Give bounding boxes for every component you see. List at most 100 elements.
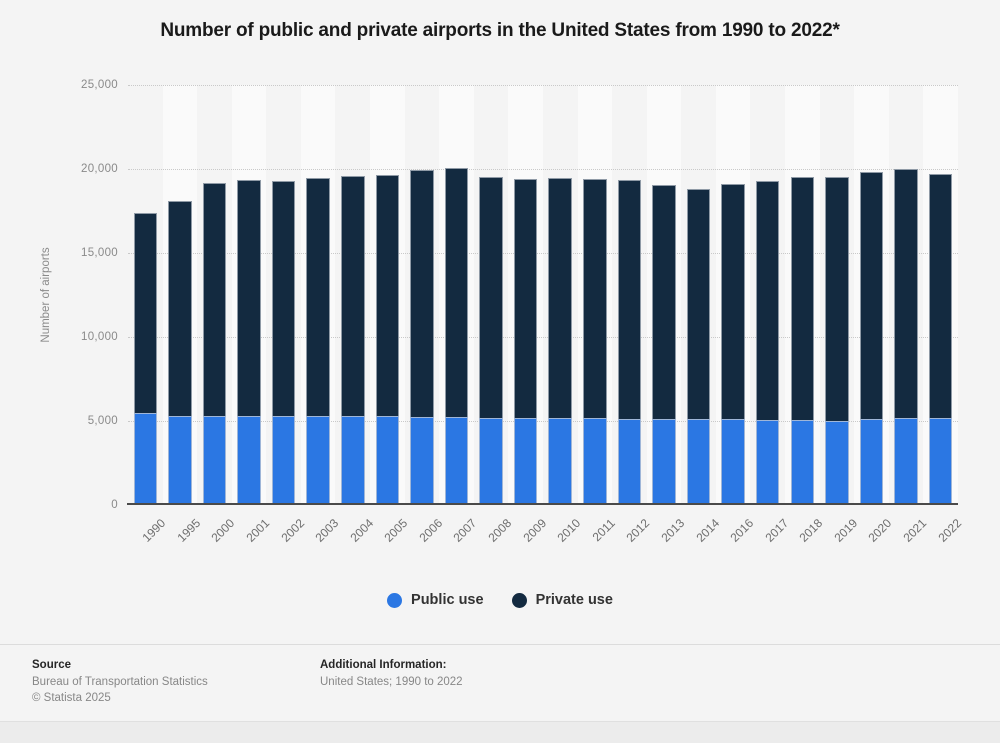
- bar-segment-public-use[interactable]: [133, 412, 158, 505]
- bar-segment-public-use[interactable]: [444, 417, 469, 505]
- bar-segment-public-use[interactable]: [306, 416, 330, 505]
- stacked-bar[interactable]: [306, 178, 330, 505]
- bar-segment-private-use[interactable]: [410, 170, 434, 418]
- bar-column[interactable]: [543, 85, 578, 505]
- bar-column[interactable]: [681, 85, 716, 505]
- bar-segment-public-use[interactable]: [617, 418, 642, 505]
- bar-column[interactable]: [335, 85, 370, 505]
- bar-segment-private-use[interactable]: [375, 175, 400, 417]
- bar-segment-private-use[interactable]: [306, 178, 330, 417]
- stacked-bar[interactable]: [133, 213, 158, 505]
- bar-column[interactable]: [785, 85, 820, 505]
- stacked-bar[interactable]: [237, 180, 261, 505]
- stacked-bar[interactable]: [652, 185, 676, 505]
- bar-segment-private-use[interactable]: [583, 179, 607, 419]
- bar-column[interactable]: [439, 85, 474, 505]
- bar-column[interactable]: [163, 85, 198, 505]
- bar-segment-public-use[interactable]: [859, 419, 884, 505]
- bar-segment-private-use[interactable]: [894, 169, 918, 418]
- bar-column[interactable]: [232, 85, 267, 505]
- bar-segment-public-use[interactable]: [790, 420, 815, 505]
- x-tick: 2010: [543, 510, 584, 580]
- bar-segment-private-use[interactable]: [444, 168, 469, 418]
- bar-segment-public-use[interactable]: [548, 418, 572, 505]
- bar-column[interactable]: [508, 85, 543, 505]
- bar-segment-private-use[interactable]: [686, 188, 711, 419]
- bar-segment-public-use[interactable]: [271, 416, 296, 505]
- bar-segment-private-use[interactable]: [479, 177, 503, 418]
- stacked-bar[interactable]: [825, 176, 849, 505]
- stacked-bar[interactable]: [202, 182, 227, 505]
- stacked-bar[interactable]: [859, 172, 884, 505]
- bar-segment-public-use[interactable]: [341, 416, 365, 505]
- bar-segment-public-use[interactable]: [375, 416, 400, 505]
- bar-segment-private-use[interactable]: [513, 179, 538, 419]
- bar-column[interactable]: [750, 85, 785, 505]
- bar-segment-public-use[interactable]: [513, 418, 538, 505]
- bar-segment-public-use[interactable]: [686, 418, 711, 505]
- bar-column[interactable]: [889, 85, 924, 505]
- bar-column[interactable]: [370, 85, 405, 505]
- bar-segment-public-use[interactable]: [652, 418, 676, 505]
- bar-column[interactable]: [854, 85, 889, 505]
- bar-column[interactable]: [716, 85, 751, 505]
- legend-item[interactable]: Private use: [511, 592, 613, 608]
- stacked-bar[interactable]: [513, 179, 538, 505]
- stacked-bar[interactable]: [444, 168, 469, 505]
- stacked-bar[interactable]: [617, 180, 642, 505]
- bar-segment-private-use[interactable]: [790, 176, 815, 420]
- bar-segment-public-use[interactable]: [479, 417, 503, 505]
- stacked-bar[interactable]: [341, 175, 365, 505]
- bar-segment-public-use[interactable]: [202, 415, 227, 505]
- bar-segment-public-use[interactable]: [825, 420, 849, 505]
- bar-segment-private-use[interactable]: [928, 174, 953, 418]
- x-tick: 2016: [716, 510, 757, 580]
- bar-segment-private-use[interactable]: [237, 180, 261, 416]
- bar-segment-public-use[interactable]: [410, 417, 434, 505]
- legend-item[interactable]: Public use: [387, 592, 484, 608]
- bar-segment-public-use[interactable]: [583, 418, 607, 505]
- stacked-bar[interactable]: [790, 176, 815, 505]
- bar-column[interactable]: [197, 85, 232, 505]
- bar-segment-public-use[interactable]: [755, 419, 780, 505]
- stacked-bar[interactable]: [271, 180, 296, 505]
- stacked-bar[interactable]: [375, 175, 400, 505]
- bar-segment-private-use[interactable]: [133, 213, 158, 413]
- stacked-bar[interactable]: [583, 179, 607, 505]
- bar-segment-public-use[interactable]: [237, 415, 261, 505]
- stacked-bar[interactable]: [755, 180, 780, 505]
- bar-segment-public-use[interactable]: [894, 417, 918, 505]
- bar-segment-private-use[interactable]: [755, 180, 780, 420]
- bar-column[interactable]: [474, 85, 509, 505]
- stacked-bar[interactable]: [410, 170, 434, 505]
- bar-segment-public-use[interactable]: [721, 419, 745, 505]
- bar-column[interactable]: [820, 85, 855, 505]
- bar-column[interactable]: [612, 85, 647, 505]
- bar-column[interactable]: [405, 85, 440, 505]
- bar-segment-private-use[interactable]: [548, 177, 572, 419]
- bar-segment-public-use[interactable]: [168, 415, 192, 505]
- bar-column[interactable]: [301, 85, 336, 505]
- bar-segment-private-use[interactable]: [271, 180, 296, 417]
- bar-column[interactable]: [266, 85, 301, 505]
- stacked-bar[interactable]: [548, 177, 572, 505]
- stacked-bar[interactable]: [168, 200, 192, 505]
- bar-segment-private-use[interactable]: [652, 185, 676, 419]
- bar-segment-private-use[interactable]: [721, 184, 745, 420]
- stacked-bar[interactable]: [479, 177, 503, 505]
- bar-segment-private-use[interactable]: [341, 175, 365, 417]
- bar-column[interactable]: [128, 85, 163, 505]
- bar-segment-public-use[interactable]: [928, 417, 953, 505]
- bar-segment-private-use[interactable]: [859, 172, 884, 420]
- bar-segment-private-use[interactable]: [202, 182, 227, 416]
- stacked-bar[interactable]: [894, 169, 918, 505]
- stacked-bar[interactable]: [928, 174, 953, 505]
- bar-column[interactable]: [923, 85, 958, 505]
- bar-column[interactable]: [647, 85, 682, 505]
- bar-segment-private-use[interactable]: [825, 176, 849, 421]
- bar-segment-private-use[interactable]: [617, 180, 642, 419]
- bar-segment-private-use[interactable]: [168, 200, 192, 416]
- bar-column[interactable]: [578, 85, 613, 505]
- stacked-bar[interactable]: [686, 188, 711, 505]
- stacked-bar[interactable]: [721, 184, 745, 505]
